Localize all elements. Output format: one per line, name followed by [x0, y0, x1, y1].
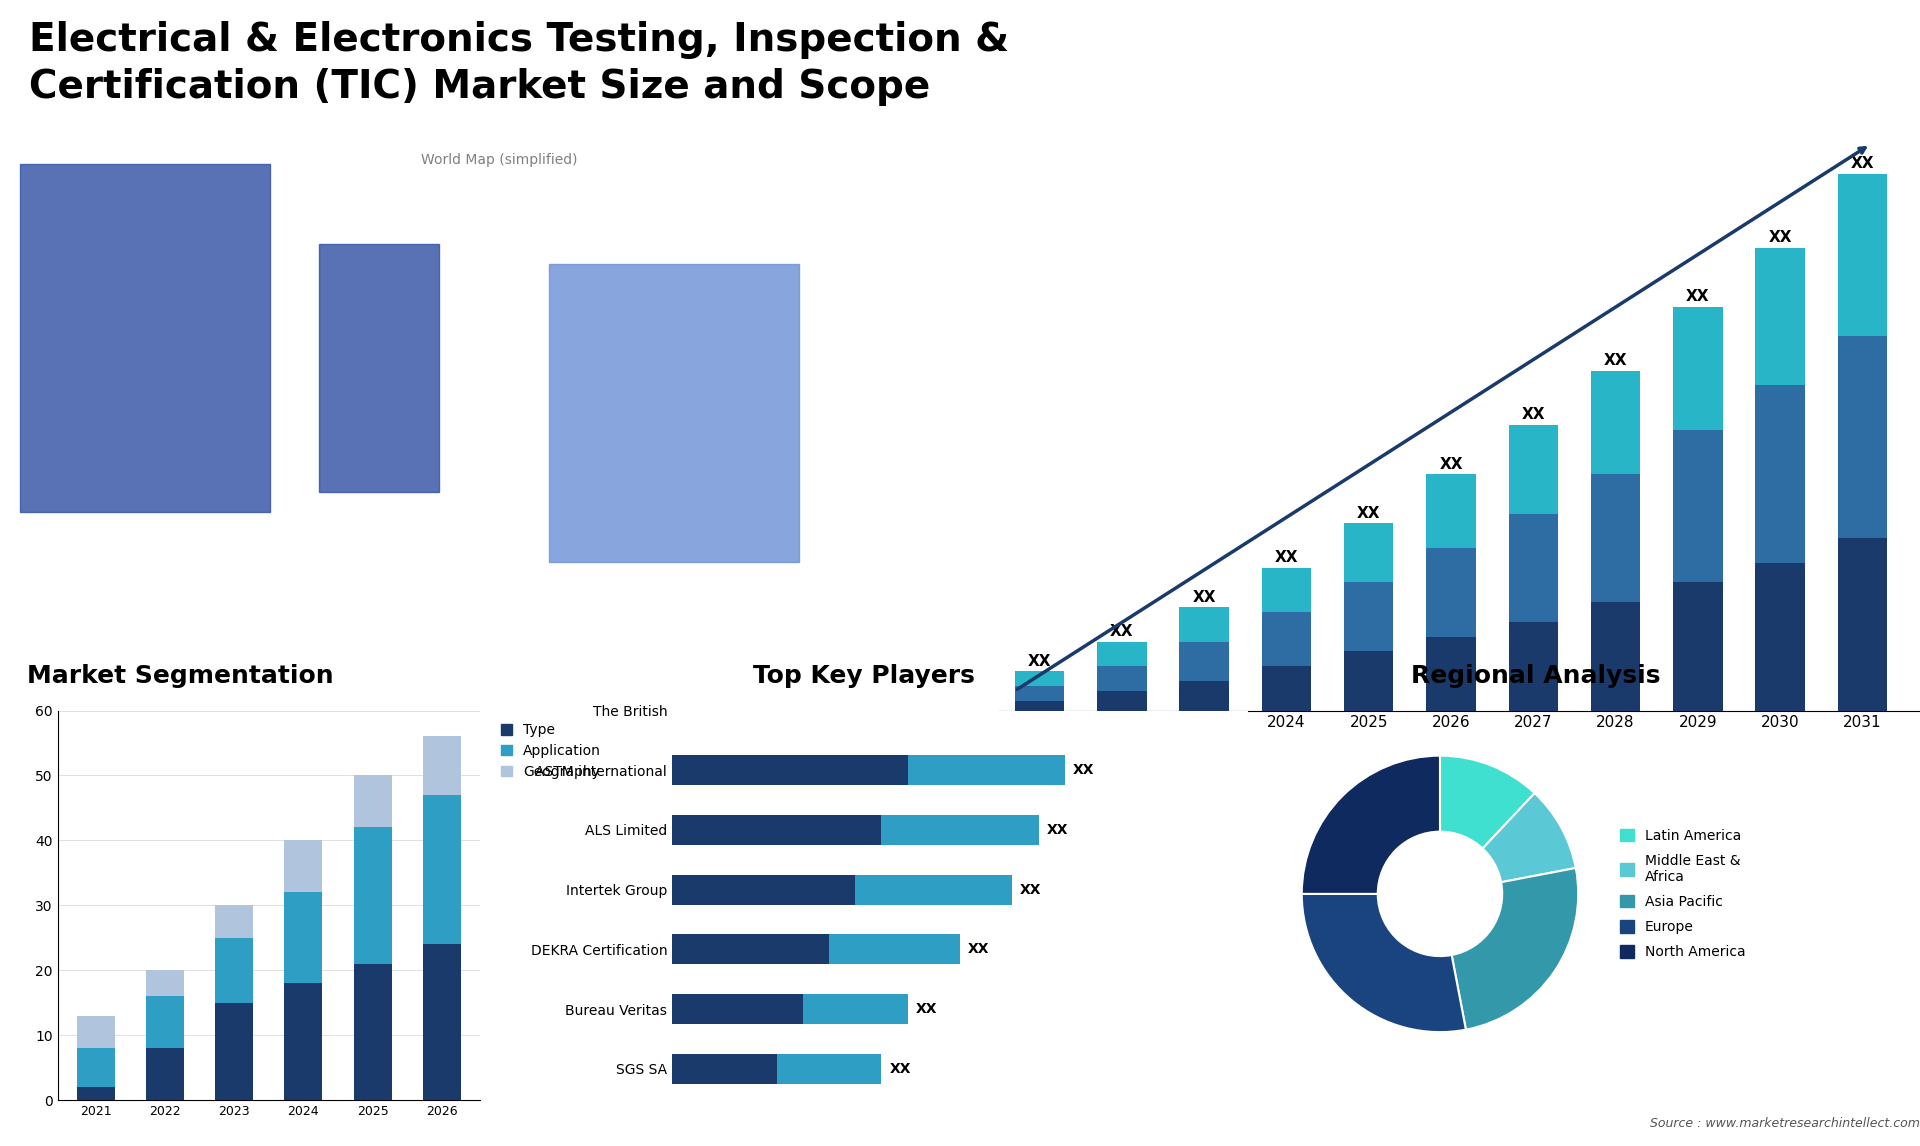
- Bar: [1592, 474, 1640, 602]
- Bar: [1837, 336, 1887, 539]
- Bar: [549, 264, 799, 562]
- Bar: [1592, 602, 1640, 711]
- Bar: [146, 971, 184, 996]
- Bar: [1427, 548, 1476, 637]
- Bar: [1755, 385, 1805, 563]
- Bar: [422, 795, 461, 944]
- Bar: [1096, 666, 1146, 691]
- Text: XX: XX: [1440, 456, 1463, 472]
- Text: XX: XX: [1073, 763, 1094, 777]
- Bar: [672, 934, 829, 964]
- Bar: [672, 815, 881, 845]
- Text: Electrical & Electronics Testing, Inspection &
Certification (TIC) Market Size a: Electrical & Electronics Testing, Inspec…: [29, 21, 1008, 105]
- Bar: [1509, 513, 1557, 622]
- Text: Regional Analysis: Regional Analysis: [1411, 665, 1661, 688]
- Bar: [672, 1054, 778, 1084]
- Bar: [1755, 563, 1805, 711]
- Bar: [1016, 686, 1064, 700]
- Bar: [1837, 539, 1887, 711]
- Text: World Map (simplified): World Map (simplified): [420, 154, 578, 167]
- Bar: [1179, 607, 1229, 642]
- Text: Market Segmentation: Market Segmentation: [27, 665, 334, 688]
- Text: XX: XX: [1275, 550, 1298, 565]
- Bar: [215, 905, 253, 937]
- Bar: [353, 964, 392, 1100]
- Bar: [284, 893, 323, 983]
- Text: XX: XX: [1046, 823, 1068, 837]
- Bar: [1427, 637, 1476, 711]
- Text: XX: XX: [889, 1062, 910, 1076]
- Bar: [77, 1049, 115, 1088]
- Bar: [1261, 666, 1311, 711]
- Bar: [1509, 622, 1557, 711]
- Text: XX: XX: [968, 942, 989, 957]
- Bar: [1344, 524, 1394, 582]
- Bar: [77, 1088, 115, 1100]
- Bar: [1179, 681, 1229, 711]
- Wedge shape: [1440, 755, 1534, 848]
- Bar: [1509, 425, 1557, 513]
- Bar: [854, 874, 1012, 904]
- Bar: [319, 244, 440, 492]
- Bar: [881, 815, 1039, 845]
- Text: XX: XX: [1521, 408, 1546, 423]
- Bar: [1096, 642, 1146, 666]
- Bar: [284, 983, 323, 1100]
- Bar: [1755, 248, 1805, 385]
- Bar: [1672, 307, 1722, 430]
- Bar: [1672, 430, 1722, 582]
- Bar: [146, 996, 184, 1049]
- Text: XX: XX: [1686, 289, 1709, 304]
- Bar: [1261, 612, 1311, 666]
- Bar: [146, 1049, 184, 1100]
- Bar: [829, 934, 960, 964]
- Bar: [353, 776, 392, 827]
- Bar: [422, 944, 461, 1100]
- Text: XX: XX: [1110, 625, 1133, 639]
- Bar: [284, 840, 323, 893]
- Bar: [1837, 174, 1887, 336]
- Bar: [77, 1015, 115, 1049]
- Wedge shape: [1302, 755, 1440, 894]
- Bar: [908, 755, 1066, 785]
- Bar: [19, 164, 269, 512]
- Bar: [672, 874, 854, 904]
- Bar: [672, 995, 803, 1025]
- Text: MARKET
RESEARCH
INTELLECT: MARKET RESEARCH INTELLECT: [1799, 16, 1866, 53]
- Bar: [1179, 642, 1229, 681]
- Wedge shape: [1452, 868, 1578, 1029]
- Bar: [1344, 582, 1394, 651]
- Bar: [1592, 370, 1640, 474]
- Text: XX: XX: [1027, 653, 1052, 668]
- Text: XX: XX: [1768, 230, 1791, 245]
- Bar: [353, 827, 392, 964]
- Bar: [1096, 691, 1146, 711]
- Bar: [1016, 700, 1064, 711]
- Bar: [215, 1003, 253, 1100]
- Text: XX: XX: [1357, 505, 1380, 521]
- Bar: [1261, 567, 1311, 612]
- Bar: [1016, 672, 1064, 686]
- Text: XX: XX: [1603, 353, 1628, 368]
- Bar: [672, 755, 908, 785]
- Bar: [778, 1054, 881, 1084]
- Text: XX: XX: [1020, 882, 1043, 896]
- Legend: Type, Application, Geography: Type, Application, Geography: [495, 717, 607, 785]
- Legend: Latin America, Middle East &
Africa, Asia Pacific, Europe, North America: Latin America, Middle East & Africa, Asi…: [1620, 829, 1745, 959]
- Bar: [422, 737, 461, 795]
- Text: M: M: [1640, 41, 1682, 83]
- Text: XX: XX: [916, 1002, 937, 1017]
- Bar: [803, 995, 908, 1025]
- Bar: [1427, 474, 1476, 548]
- Text: XX: XX: [1192, 590, 1215, 605]
- Text: Source : www.marketresearchintellect.com: Source : www.marketresearchintellect.com: [1649, 1116, 1920, 1130]
- Wedge shape: [1302, 894, 1465, 1033]
- Bar: [215, 937, 253, 1003]
- Text: XX: XX: [1851, 156, 1874, 171]
- Text: Top Key Players: Top Key Players: [753, 665, 975, 688]
- Wedge shape: [1482, 793, 1576, 882]
- Bar: [1672, 582, 1722, 711]
- Bar: [1344, 651, 1394, 711]
